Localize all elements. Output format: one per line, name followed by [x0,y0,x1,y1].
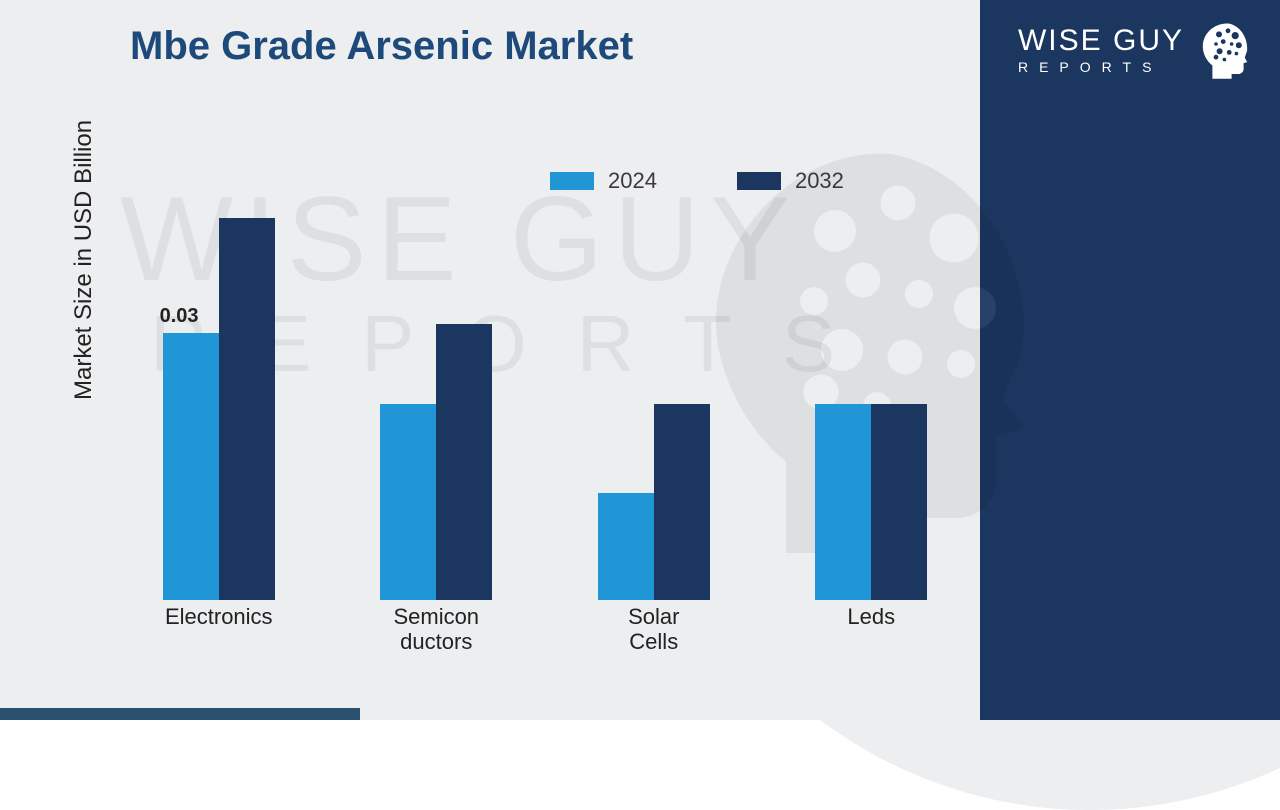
bar [871,404,927,600]
x-axis-label: SolarCells [574,604,734,655]
chart-title: Mbe Grade Arsenic Market [130,24,633,69]
bar-group [574,404,734,600]
right-panel [980,0,1280,720]
bar [815,404,871,600]
bar-group [791,404,951,600]
bar [219,218,275,600]
legend: 2024 2032 [550,168,844,194]
x-axis-labels: Electronics Semiconductors SolarCells Leds [110,604,980,655]
bar-groups: 0.03 [110,200,980,600]
bar [436,324,492,600]
chart-plot: 0.03 [110,200,980,600]
legend-swatch [550,172,594,190]
legend-label: 2024 [608,168,657,194]
bar-group: 0.03 [139,218,299,600]
logo-line2: REPORTS [1018,60,1184,74]
accent-bar [0,708,360,720]
logo: WISE GUY REPORTS [1018,20,1252,80]
legend-swatch [737,172,781,190]
bar-value-label: 0.03 [160,305,199,328]
bar-group [356,324,516,600]
bar [598,493,654,600]
bar [380,404,436,600]
legend-label: 2032 [795,168,844,194]
bar: 0.03 [163,333,219,600]
legend-item: 2024 [550,168,657,194]
bar [654,404,710,600]
logo-line1: WISE GUY [1018,26,1184,56]
legend-item: 2032 [737,168,844,194]
x-axis-label: Leds [791,604,951,655]
y-axis-label: Market Size in USD Billion [70,120,98,400]
x-axis-label: Semiconductors [356,604,516,655]
logo-head-icon [1192,20,1252,80]
x-axis-label: Electronics [139,604,299,655]
